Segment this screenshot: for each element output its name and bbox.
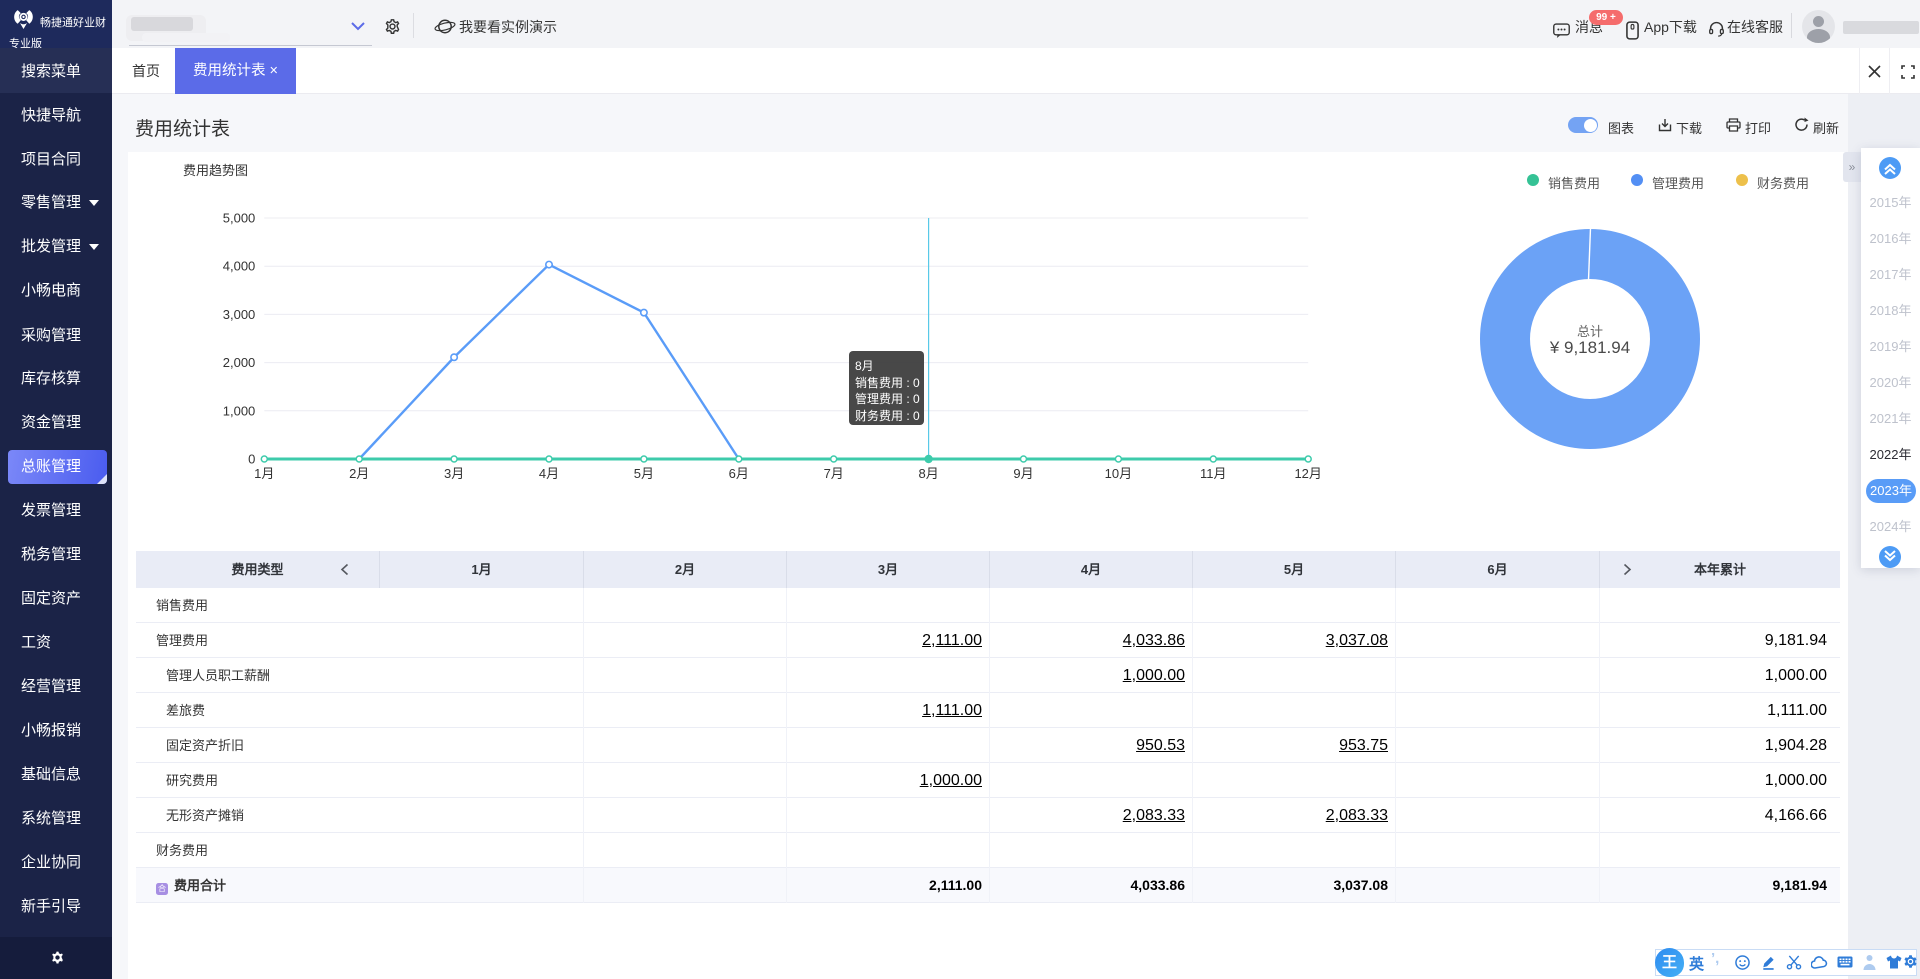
- svg-text:0: 0: [248, 452, 255, 467]
- svg-text:1,000: 1,000: [223, 403, 256, 418]
- svg-text:1月: 1月: [254, 466, 274, 481]
- svg-text:4,000: 4,000: [223, 259, 256, 274]
- svg-text:10月: 10月: [1105, 466, 1132, 481]
- svg-text:12月: 12月: [1294, 466, 1321, 481]
- svg-text:2月: 2月: [349, 466, 369, 481]
- svg-text:7月: 7月: [824, 466, 844, 481]
- svg-text:3,000: 3,000: [223, 307, 256, 322]
- svg-text:2,000: 2,000: [223, 355, 256, 370]
- svg-text:5月: 5月: [634, 466, 654, 481]
- svg-text:11月: 11月: [1200, 466, 1227, 481]
- svg-text:9月: 9月: [1013, 466, 1033, 481]
- svg-text:6月: 6月: [729, 466, 749, 481]
- svg-text:4月: 4月: [539, 466, 559, 481]
- svg-text:3月: 3月: [444, 466, 464, 481]
- svg-text:5,000: 5,000: [223, 211, 256, 226]
- svg-text:8月: 8月: [918, 466, 938, 481]
